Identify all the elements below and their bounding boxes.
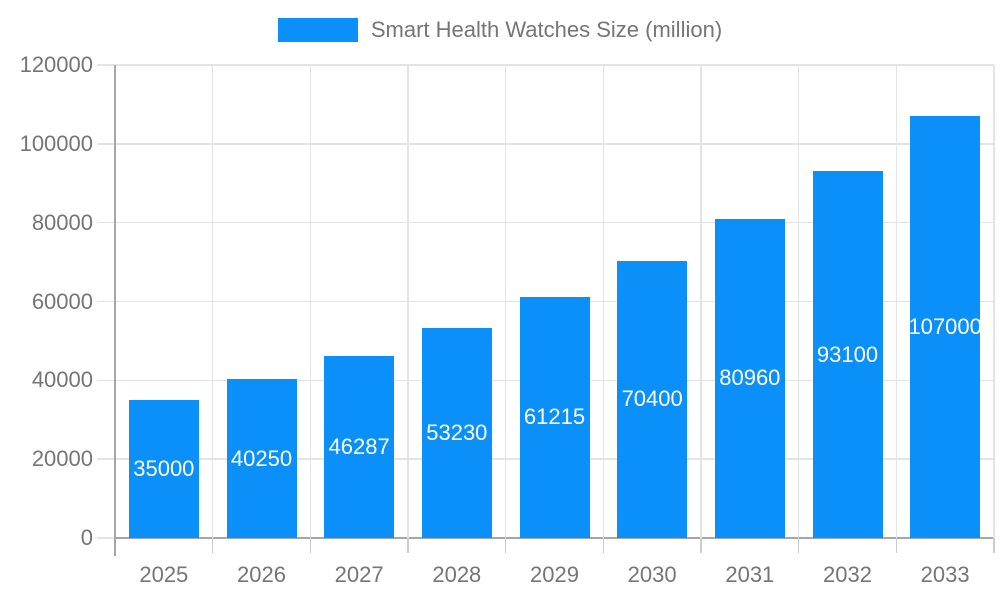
y-tick xyxy=(97,143,115,145)
bar-value-label: 107000 xyxy=(908,314,982,340)
legend-label: Smart Health Watches Size (million) xyxy=(370,17,723,42)
v-gridline xyxy=(309,65,312,538)
bar-value-label: 53230 xyxy=(426,420,488,446)
x-axis-tick-label: 2025 xyxy=(139,562,189,587)
x-axis-tick-label: 2033 xyxy=(920,562,970,587)
bar[interactable] xyxy=(226,379,297,538)
h-gridline xyxy=(115,221,994,224)
y-axis-line xyxy=(114,65,116,556)
bar[interactable] xyxy=(324,355,395,538)
y-axis-tick-label: 100000 xyxy=(19,130,93,156)
v-gridline xyxy=(797,65,800,538)
x-tick xyxy=(211,538,214,553)
bar-value-label: 40250 xyxy=(230,445,293,471)
y-axis-tick-label: 80000 xyxy=(31,209,93,235)
x-tick xyxy=(700,538,702,553)
x-tick xyxy=(407,538,409,553)
x-axis-tick-label: 2027 xyxy=(334,562,384,587)
v-gridline xyxy=(407,65,409,538)
y-axis-tick-label: 120000 xyxy=(19,52,93,77)
bar[interactable] xyxy=(714,218,785,538)
h-gridline xyxy=(115,64,994,66)
bar[interactable] xyxy=(910,116,981,538)
y-tick xyxy=(97,458,115,460)
bar[interactable] xyxy=(519,296,590,538)
bar-value-label: 61215 xyxy=(523,404,586,430)
legend-swatch xyxy=(277,18,358,42)
bar-value-label: 46287 xyxy=(328,433,390,459)
x-axis-line xyxy=(115,537,994,539)
y-tick xyxy=(97,64,115,66)
bar-value-label: 70400 xyxy=(621,386,683,412)
y-tick xyxy=(97,379,115,382)
y-tick xyxy=(97,300,115,303)
y-axis-tick-label: 40000 xyxy=(31,367,93,393)
x-axis-tick-label: 2026 xyxy=(237,562,286,587)
x-axis-tick-label: 2028 xyxy=(432,562,482,587)
y-axis-tick-label: 60000 xyxy=(31,288,93,314)
v-gridline xyxy=(993,65,995,538)
x-axis-tick-label: 2029 xyxy=(530,562,579,587)
y-axis-tick-label: 0 xyxy=(80,525,93,550)
y-axis-tick-label: 20000 xyxy=(31,446,93,472)
y-tick xyxy=(97,537,115,539)
bar[interactable] xyxy=(617,260,688,538)
legend[interactable]: Smart Health Watches Size (million) xyxy=(0,18,1000,42)
v-gridline xyxy=(895,65,898,538)
bar-value-label: 35000 xyxy=(133,456,195,482)
bar-value-label: 93100 xyxy=(816,341,879,367)
bar[interactable] xyxy=(812,171,883,538)
h-gridline xyxy=(115,143,994,145)
x-axis-tick-label: 2031 xyxy=(725,562,775,587)
x-tick xyxy=(993,538,995,553)
x-tick xyxy=(895,538,898,553)
x-tick xyxy=(504,538,507,553)
x-tick xyxy=(797,538,800,553)
x-axis-tick-label: 2030 xyxy=(627,562,677,587)
bar-value-label: 80960 xyxy=(719,365,781,391)
v-gridline xyxy=(504,65,507,538)
bar[interactable] xyxy=(421,328,492,538)
y-tick xyxy=(97,221,115,224)
v-gridline xyxy=(211,65,214,538)
v-gridline xyxy=(602,65,605,538)
x-axis-tick-label: 2032 xyxy=(823,562,872,587)
v-gridline xyxy=(700,65,702,538)
x-tick xyxy=(309,538,312,553)
x-tick xyxy=(602,538,605,553)
bar[interactable] xyxy=(128,400,199,538)
